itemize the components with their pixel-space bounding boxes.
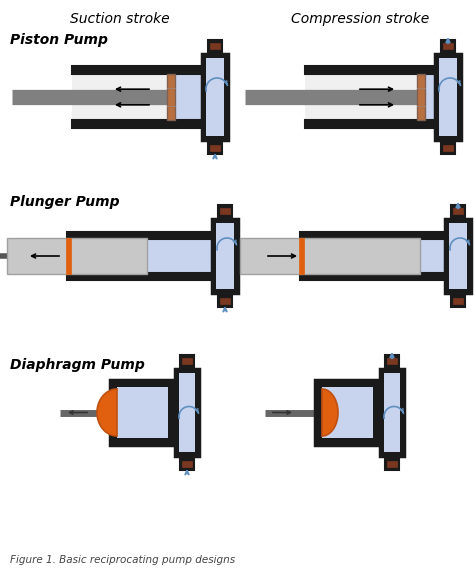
Bar: [387, 461, 397, 467]
Bar: [439, 58, 457, 136]
Bar: [443, 43, 453, 49]
Bar: [305, 74, 417, 120]
Bar: [322, 387, 373, 438]
Bar: [315, 380, 380, 445]
Bar: [453, 298, 463, 304]
Bar: [384, 373, 400, 452]
Bar: [441, 40, 455, 54]
Text: Compression stroke: Compression stroke: [291, 12, 429, 26]
Bar: [441, 140, 455, 154]
Bar: [216, 223, 234, 289]
Text: Figure 1. Basic reciprocating pump designs: Figure 1. Basic reciprocating pump desig…: [10, 555, 235, 565]
Bar: [179, 373, 195, 452]
Bar: [387, 358, 397, 364]
Bar: [210, 43, 220, 49]
Text: Piston Pump: Piston Pump: [10, 33, 108, 47]
Bar: [443, 145, 453, 151]
Bar: [67, 239, 212, 273]
Bar: [240, 238, 420, 274]
Bar: [208, 140, 222, 154]
Text: Suction stroke: Suction stroke: [70, 12, 170, 26]
Text: Diaphragm Pump: Diaphragm Pump: [10, 358, 145, 372]
Bar: [175, 74, 202, 120]
Bar: [305, 66, 435, 74]
Bar: [300, 232, 445, 239]
Bar: [305, 120, 435, 128]
Polygon shape: [322, 389, 338, 436]
Bar: [7, 238, 147, 274]
Bar: [299, 238, 304, 274]
Bar: [453, 208, 463, 214]
Bar: [220, 208, 230, 214]
Bar: [66, 238, 71, 274]
Bar: [445, 219, 471, 293]
Bar: [206, 58, 224, 136]
Polygon shape: [97, 389, 117, 436]
Bar: [110, 380, 175, 445]
Bar: [167, 74, 175, 120]
Bar: [385, 456, 399, 470]
Bar: [300, 273, 445, 280]
Bar: [182, 461, 192, 467]
Bar: [435, 54, 461, 140]
Bar: [385, 355, 399, 369]
Bar: [72, 66, 202, 74]
Bar: [72, 120, 202, 128]
Bar: [219, 251, 226, 261]
Bar: [72, 74, 167, 120]
Bar: [380, 369, 404, 456]
Bar: [300, 239, 445, 273]
Bar: [180, 355, 194, 369]
Bar: [67, 232, 212, 239]
Bar: [67, 273, 212, 280]
Text: Plunger Pump: Plunger Pump: [10, 195, 119, 209]
Bar: [202, 54, 228, 140]
Bar: [220, 298, 230, 304]
Bar: [212, 219, 238, 293]
Bar: [218, 205, 232, 219]
Bar: [449, 223, 467, 289]
Bar: [451, 293, 465, 307]
Bar: [180, 456, 194, 470]
Bar: [218, 293, 232, 307]
Bar: [425, 74, 435, 120]
Bar: [451, 205, 465, 219]
Bar: [117, 387, 168, 438]
Bar: [210, 145, 220, 151]
Bar: [182, 358, 192, 364]
Bar: [208, 40, 222, 54]
Bar: [417, 74, 425, 120]
Bar: [175, 369, 199, 456]
